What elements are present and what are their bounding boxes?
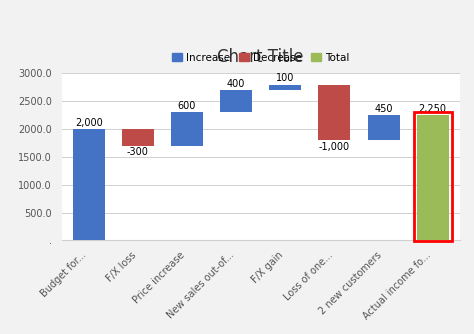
Legend: Increase, Decrease, Total: Increase, Decrease, Total — [168, 49, 354, 67]
Text: 100: 100 — [276, 73, 294, 83]
Text: 450: 450 — [374, 104, 393, 114]
Bar — [414, 113, 452, 241]
Bar — [417, 115, 449, 240]
Bar — [269, 85, 301, 90]
Bar — [73, 129, 105, 240]
Bar — [319, 85, 350, 140]
Bar — [171, 113, 203, 146]
Text: -300: -300 — [127, 147, 149, 157]
Title: Chart Title: Chart Title — [218, 48, 304, 66]
Text: 400: 400 — [227, 79, 246, 89]
Bar — [368, 115, 400, 140]
Text: 600: 600 — [178, 101, 196, 111]
Bar — [122, 129, 154, 146]
Text: 2,000: 2,000 — [75, 118, 102, 128]
Text: 2,250: 2,250 — [419, 104, 447, 114]
Bar — [220, 90, 252, 113]
Text: -1,000: -1,000 — [319, 142, 350, 152]
